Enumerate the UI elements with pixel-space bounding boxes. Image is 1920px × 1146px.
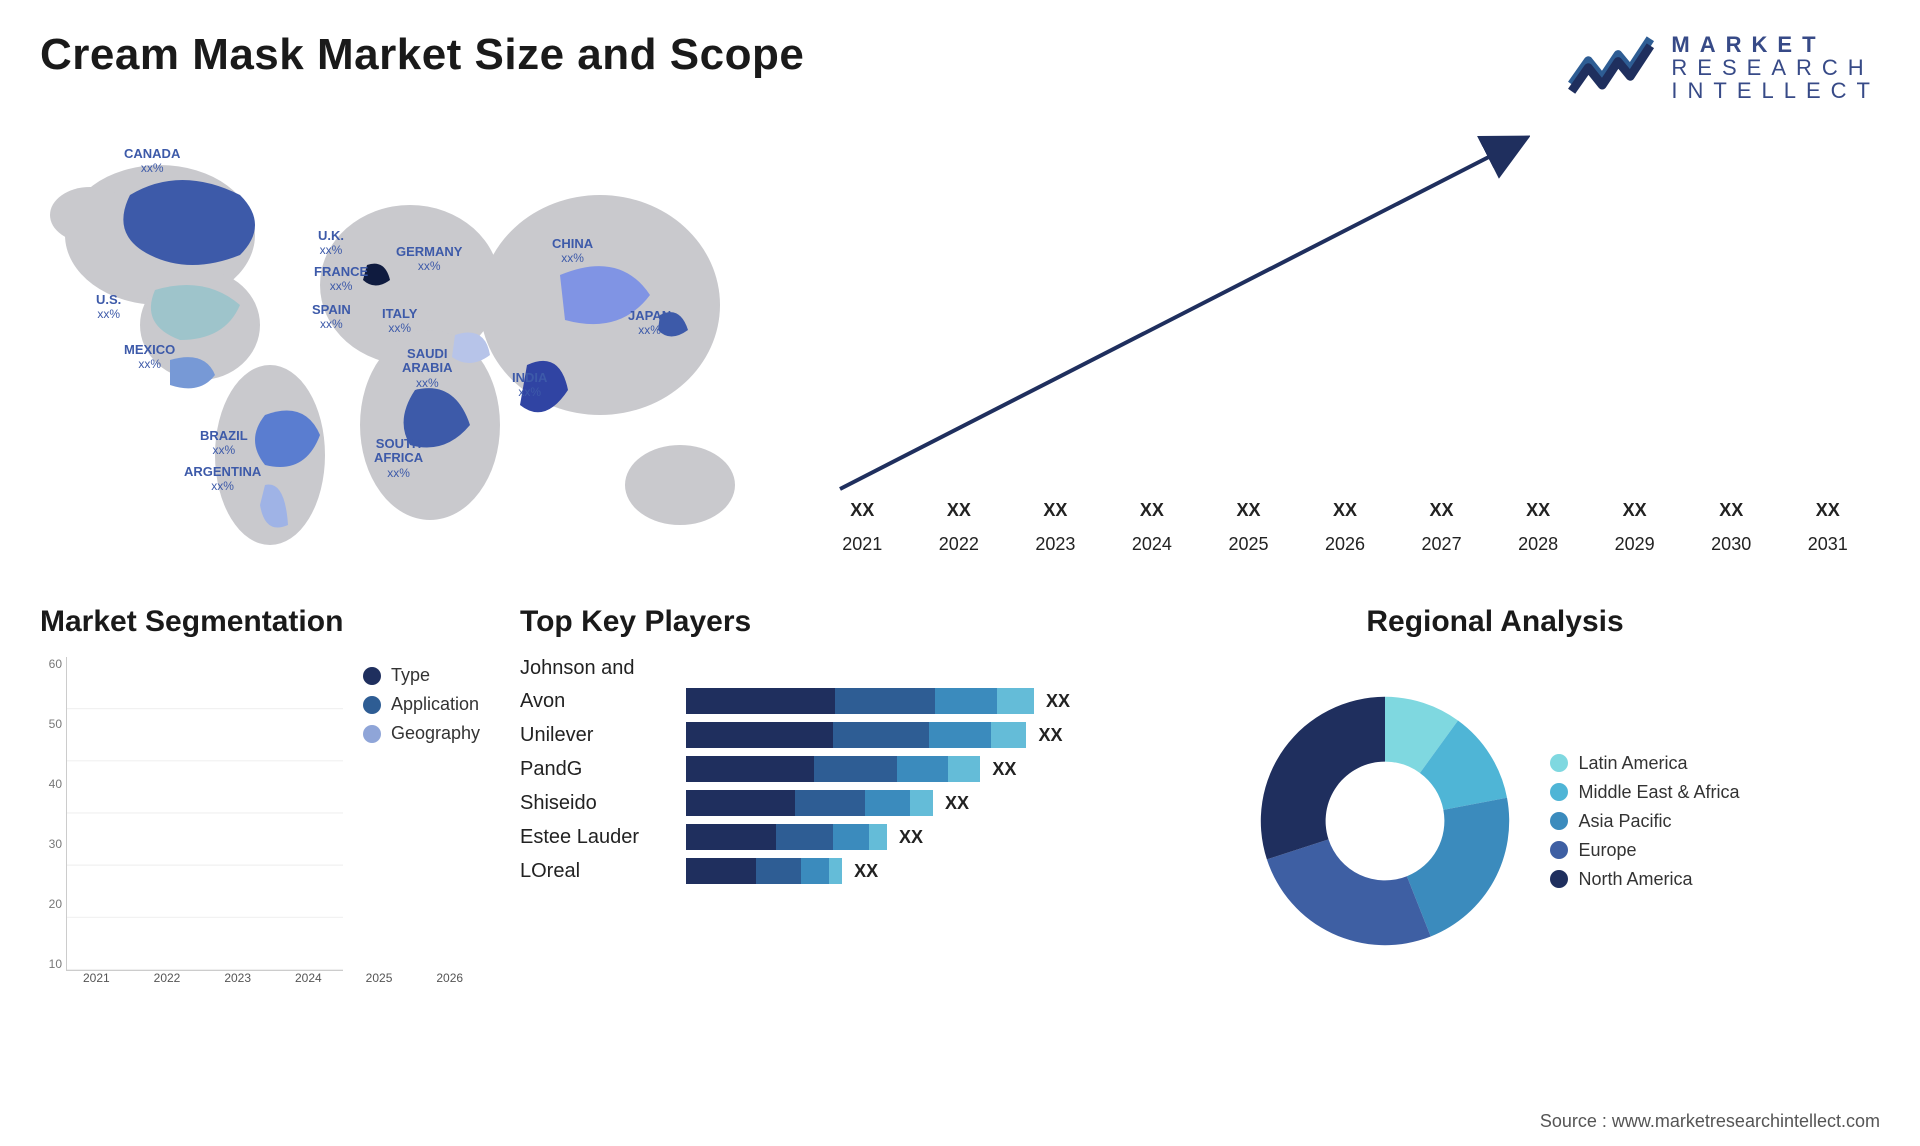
growth-bar-label: XX — [1785, 500, 1870, 521]
seg-xlabel: 2022 — [137, 971, 198, 985]
donut-slice — [1267, 839, 1431, 945]
segmentation-title: Market Segmentation — [40, 605, 480, 639]
growth-xlabel: 2028 — [1496, 534, 1581, 555]
map-label-argentina: ARGENTINAxx% — [184, 465, 261, 494]
player-value: XX — [1038, 725, 1062, 746]
seg-ytick: 30 — [40, 837, 62, 851]
map-label-china: CHINAxx% — [552, 237, 593, 266]
seg-xlabel: 2024 — [278, 971, 339, 985]
player-name: Estee Lauder — [520, 826, 670, 849]
growth-bar-label: XX — [1399, 500, 1484, 521]
player-name: Johnson and — [520, 657, 670, 680]
player-name: Unilever — [520, 724, 670, 747]
growth-xlabel: 2022 — [917, 534, 1002, 555]
map-label-france: FRANCExx% — [314, 265, 368, 294]
regional-title: Regional Analysis — [1110, 605, 1880, 639]
map-label-u-s-: U.S.xx% — [96, 293, 121, 322]
logo-mark-icon — [1565, 30, 1657, 105]
logo-text-2: RESEARCH — [1671, 56, 1880, 79]
seg-xlabel: 2023 — [207, 971, 268, 985]
world-map-svg — [40, 125, 780, 555]
map-label-germany: GERMANYxx% — [396, 245, 462, 274]
growth-bar-label: XX — [1303, 500, 1388, 521]
growth-xlabel: 2026 — [1303, 534, 1388, 555]
growth-xlabel: 2024 — [1110, 534, 1195, 555]
player-bar-row: XX — [686, 824, 1070, 850]
region-legend-item: Asia Pacific — [1550, 811, 1739, 832]
player-bar-row: XX — [686, 790, 1070, 816]
growth-bar-label: XX — [1013, 500, 1098, 521]
brand-logo: MARKET RESEARCH INTELLECT — [1565, 30, 1880, 105]
player-value: XX — [992, 759, 1016, 780]
player-name: Shiseido — [520, 792, 670, 815]
seg-xlabel: 2025 — [349, 971, 410, 985]
region-legend-item: Middle East & Africa — [1550, 782, 1739, 803]
growth-bar-label: XX — [1206, 500, 1291, 521]
seg-ytick: 10 — [40, 957, 62, 971]
map-label-south-africa: SOUTHAFRICAxx% — [374, 437, 423, 480]
player-value: XX — [1046, 691, 1070, 712]
growth-bar-label: XX — [1496, 500, 1581, 521]
donut-slice — [1261, 697, 1385, 860]
player-value: XX — [899, 827, 923, 848]
growth-xlabel: 2030 — [1689, 534, 1774, 555]
key-players-title: Top Key Players — [520, 605, 1070, 639]
page-title: Cream Mask Market Size and Scope — [40, 30, 804, 80]
world-map: CANADAxx% U.S.xx%MEXICOxx% BRAZILxx% ARGENT… — [40, 125, 780, 555]
player-bar-row: XX — [686, 722, 1070, 748]
regional-panel: Regional Analysis Latin America Middle Ea… — [1110, 605, 1880, 985]
player-value: XX — [854, 861, 878, 882]
seg-ytick: 50 — [40, 717, 62, 731]
seg-ytick: 20 — [40, 897, 62, 911]
region-legend-item: Latin America — [1550, 753, 1739, 774]
map-label-canada: CANADAxx% — [124, 147, 180, 176]
player-value: XX — [945, 793, 969, 814]
map-label-saudi-arabia: SAUDIARABIAxx% — [402, 347, 453, 390]
seg-legend-item: Application — [363, 694, 480, 715]
map-label-italy: ITALYxx% — [382, 307, 417, 336]
seg-ytick: 60 — [40, 657, 62, 671]
growth-xlabel: 2021 — [820, 534, 905, 555]
seg-xlabel: 2026 — [419, 971, 480, 985]
map-label-japan: JAPANxx% — [628, 309, 671, 338]
map-label-india: INDIAxx% — [512, 371, 547, 400]
key-players-panel: Top Key Players Johnson and Avon XX Unileve… — [520, 605, 1070, 985]
map-label-brazil: BRAZILxx% — [200, 429, 248, 458]
source-caption: Source : www.marketresearchintellect.com — [1540, 1111, 1880, 1132]
region-legend-item: Europe — [1550, 840, 1739, 861]
growth-xlabel: 2027 — [1399, 534, 1484, 555]
player-bar-row: XX — [686, 756, 1070, 782]
player-bar-row: XX — [686, 858, 1070, 884]
seg-legend-item: Type — [363, 665, 480, 686]
segmentation-panel: Market Segmentation 10 20 30 40 50 60 Type App… — [40, 605, 480, 985]
growth-bar-label: XX — [1592, 500, 1677, 521]
map-label-mexico: MEXICOxx% — [124, 343, 175, 372]
player-name: LOreal — [520, 860, 670, 883]
regional-legend: Latin America Middle East & Africa Asia Pa… — [1550, 745, 1739, 898]
growth-bar-label: XX — [820, 500, 905, 521]
growth-bar-label: XX — [1110, 500, 1195, 521]
growth-chart: XX XX XX XX XX XX XX XX XX XX XX 2021 2022 2023 2024 2… — [810, 125, 1880, 555]
map-label-u-k-: U.K.xx% — [318, 229, 344, 258]
logo-text-3: INTELLECT — [1671, 79, 1880, 102]
logo-text-1: MARKET — [1671, 33, 1880, 56]
segmentation-legend: Type Application Geography — [363, 657, 480, 971]
growth-xlabel: 2031 — [1785, 534, 1870, 555]
growth-xlabel: 2029 — [1592, 534, 1677, 555]
seg-xlabel: 2021 — [66, 971, 127, 985]
growth-bar-label: XX — [917, 500, 1002, 521]
growth-xlabel: 2023 — [1013, 534, 1098, 555]
seg-legend-item: Geography — [363, 723, 480, 744]
player-name: PandG — [520, 758, 670, 781]
regional-donut-chart — [1250, 686, 1520, 956]
player-bar-row: XX — [686, 688, 1070, 714]
map-label-spain: SPAINxx% — [312, 303, 351, 332]
seg-ytick: 40 — [40, 777, 62, 791]
region-legend-item: North America — [1550, 869, 1739, 890]
growth-bar-label: XX — [1689, 500, 1774, 521]
growth-xlabel: 2025 — [1206, 534, 1291, 555]
player-name: Avon — [520, 690, 670, 713]
